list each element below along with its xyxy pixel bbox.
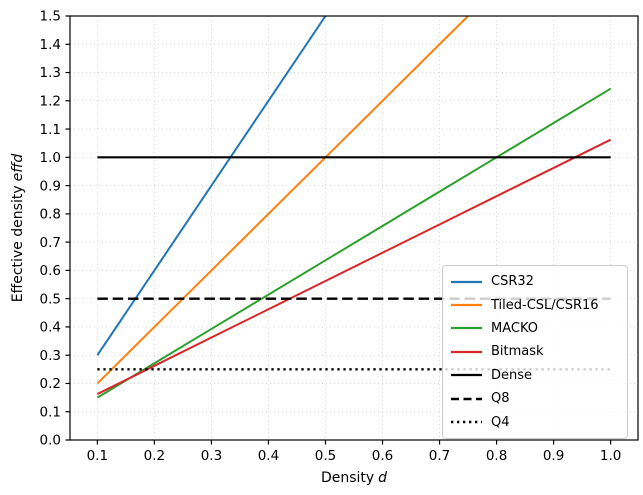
y-tick-label: 1.2: [40, 94, 61, 110]
y-tick-label: 0.7: [40, 235, 61, 251]
legend-line-sample-solid: [451, 280, 482, 283]
y-tick-label: 1.5: [40, 9, 61, 25]
ticks: 0.1 0.2 0.3 0.4 0.5 0.6 0.7 0.8 0.9 1.0 0.0 0.1 0.2 0…: [40, 9, 622, 464]
series-line-macko: [96, 87, 612, 399]
x-tick-label: 0.4: [258, 448, 279, 464]
x-tick-label: 0.5: [315, 448, 336, 464]
y-tick-label: 1.3: [40, 65, 61, 81]
legend-item-tiled-csl-csr16: Tiled-CSL/CSR16: [451, 293, 619, 316]
legend-label: Tiled-CSL/CSR16: [491, 297, 599, 313]
y-axis-label-symbol: effd: [10, 153, 26, 182]
legend-label: Bitmask: [491, 344, 544, 360]
y-tick-label: 0.5: [40, 291, 61, 307]
x-tick-label: 0.7: [429, 448, 450, 464]
y-tick-label: 0.4: [40, 320, 61, 336]
legend-item-macko: MACKO: [451, 317, 619, 340]
legend-line-sample-solid: [451, 374, 482, 377]
x-axis-label: Density d: [70, 470, 638, 486]
series-line-bitmask: [96, 138, 612, 395]
x-tick-label: 0.9: [543, 448, 564, 464]
y-tick-label: 0.1: [40, 404, 61, 420]
x-tick-label: 0.6: [372, 448, 393, 464]
y-tick-label: 0.6: [40, 263, 61, 279]
plot-border: [69, 15, 639, 441]
x-tick-label: 0.2: [144, 448, 165, 464]
y-tick-label: 1.1: [40, 122, 61, 138]
legend-item-bitmask: Bitmask: [451, 340, 619, 363]
legend-label: Q8: [491, 391, 510, 407]
x-axis-label-text: Density: [320, 470, 375, 486]
y-tick-label: 0.3: [40, 348, 61, 364]
legend-line-sample-dashed: [451, 397, 482, 400]
x-tick-label: 1.0: [600, 448, 621, 464]
legend-line-sample-solid: [451, 303, 482, 307]
y-tick-label: 0.9: [40, 178, 61, 194]
legend-line-sample-solid: [451, 327, 482, 330]
x-tick-label: 0.1: [87, 448, 108, 464]
legend-item-q8: Q8: [451, 387, 619, 410]
legend-item-dense: Dense: [451, 364, 619, 387]
legend-line-sample-solid: [451, 350, 482, 353]
legend: CSR32 Tiled-CSL/CSR16 MACKO Bitmask Dense Q8 Q…: [442, 265, 628, 439]
x-tick-label: 0.8: [486, 448, 507, 464]
legend-label: CSR32: [491, 274, 534, 290]
y-axis-label-text: Effective density: [10, 185, 26, 303]
y-tick-label: 1.4: [40, 37, 61, 53]
series-line-csr32: [96, 16, 327, 356]
legend-label: MACKO: [491, 320, 539, 336]
legend-label: Dense: [491, 367, 533, 383]
legend-label: Q4: [491, 414, 510, 430]
y-tick-label: 0.0: [40, 433, 61, 449]
y-tick-label: 0.2: [40, 376, 61, 392]
legend-line-sample-dotted: [451, 420, 482, 424]
y-tick-label: 1.0: [40, 150, 61, 166]
x-axis-label-symbol: d: [378, 470, 388, 486]
legend-item-q4: Q4: [451, 410, 619, 433]
y-tick-label: 0.8: [40, 207, 61, 223]
legend-item-csr32: CSR32: [451, 270, 619, 293]
y-axis-label: Effective density effd: [10, 154, 26, 302]
x-tick-label: 0.3: [201, 448, 222, 464]
